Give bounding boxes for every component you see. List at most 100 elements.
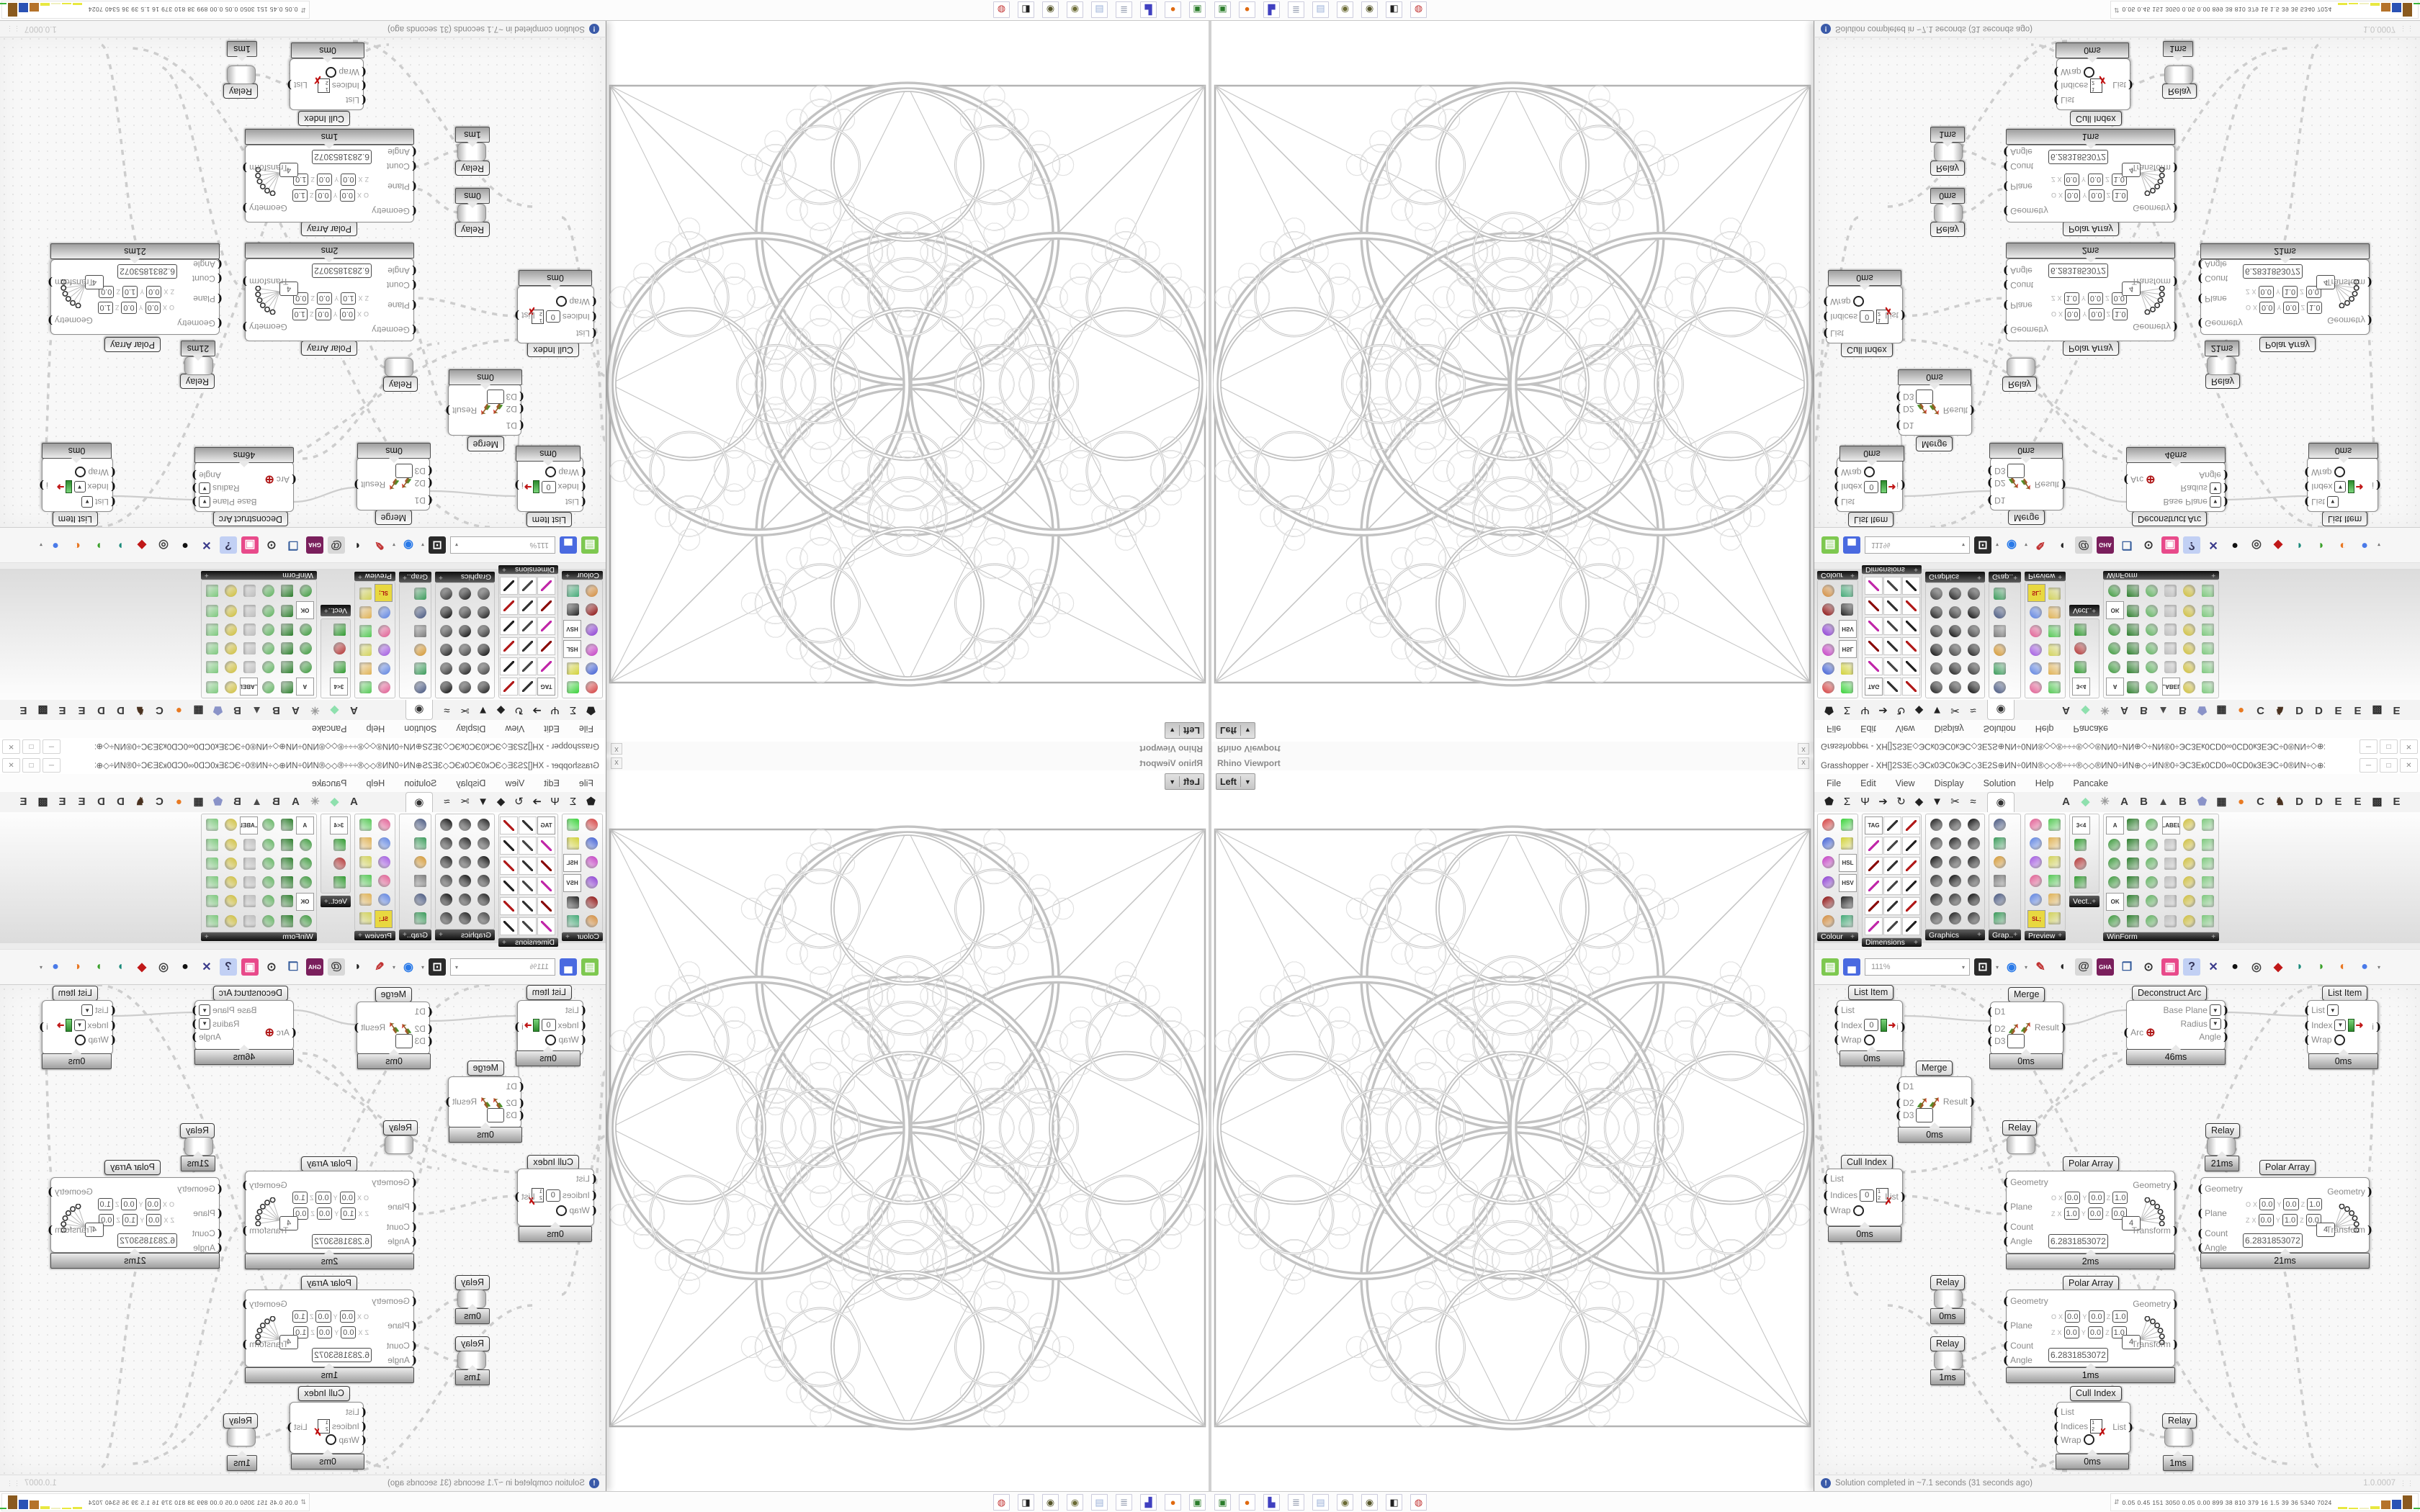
component-icon[interactable] bbox=[357, 891, 374, 908]
plane-value-box[interactable]: 0.0 bbox=[2063, 174, 2079, 186]
minimize-button[interactable]: ─ bbox=[42, 739, 60, 754]
node-label[interactable]: Cull Index bbox=[1841, 1155, 1893, 1170]
component-icon[interactable] bbox=[1820, 894, 1837, 911]
category-tab-icon-1[interactable]: Σ bbox=[569, 704, 577, 716]
node-label[interactable]: Deconstruct Arc bbox=[2132, 986, 2208, 1001]
input-port-list[interactable]: (List bbox=[576, 327, 597, 340]
component-icon[interactable] bbox=[537, 917, 555, 935]
port-dropdown-icon[interactable]: ▼ bbox=[2326, 496, 2339, 508]
component-icon[interactable] bbox=[223, 837, 239, 853]
node-label[interactable]: Relay bbox=[2162, 84, 2197, 99]
component-icon[interactable] bbox=[1928, 604, 1945, 621]
component-icon[interactable] bbox=[475, 642, 492, 658]
component-icon[interactable] bbox=[2125, 640, 2141, 657]
component-icon[interactable] bbox=[1865, 637, 1883, 655]
component-icon[interactable] bbox=[565, 679, 581, 696]
component-icon[interactable] bbox=[2200, 893, 2216, 909]
menu-item-view[interactable]: View bbox=[1895, 724, 1915, 734]
menu-item-help[interactable]: Help bbox=[366, 778, 385, 788]
wrap-toggle-icon[interactable] bbox=[1852, 1205, 1864, 1216]
component-icon[interactable]: SL; bbox=[374, 584, 393, 602]
gem-icon[interactable]: ◆ bbox=[137, 539, 147, 551]
node-label[interactable]: Polar Array bbox=[2063, 221, 2119, 236]
component-icon[interactable] bbox=[1902, 678, 1920, 696]
component-icon[interactable] bbox=[519, 897, 537, 915]
component-icon[interactable]: A bbox=[2106, 678, 2125, 696]
plane-value-box[interactable]: 0.0 bbox=[2087, 1207, 2104, 1220]
component-icon[interactable] bbox=[297, 913, 314, 930]
component-icon[interactable] bbox=[2162, 893, 2179, 909]
angle-value-box[interactable]: 6.2831853072 bbox=[2048, 1234, 2108, 1248]
component-icon[interactable] bbox=[1947, 891, 1963, 908]
checker-icon[interactable]: ◧ bbox=[1018, 1, 1034, 18]
node-label[interactable]: Merge bbox=[375, 987, 412, 1002]
component-icon[interactable] bbox=[1839, 679, 1855, 696]
plane-value-box[interactable]: 0.0 bbox=[2258, 286, 2274, 298]
chevron-down-icon[interactable]: ▾ bbox=[455, 963, 459, 971]
gh-canvas[interactable]: List Item(List(Index 0 ➜(Wrap i) 0ms Merge(D1… bbox=[0, 37, 605, 527]
output-port-result[interactable]: Result) bbox=[1943, 1095, 1975, 1108]
output-port-i[interactable]: i) bbox=[1896, 479, 1906, 492]
firefox-icon[interactable]: ● bbox=[1239, 1494, 1255, 1511]
category-tab-icon-2[interactable]: Ψ bbox=[550, 704, 560, 716]
category-tab-icon-5[interactable]: ◆ bbox=[1914, 704, 1924, 716]
node-cull-index[interactable]: (List(Indices 1 2 ✗(Wrap List) bbox=[287, 58, 367, 110]
input-port-list[interactable]: (List ▼ bbox=[2304, 1004, 2339, 1017]
port-value-box[interactable]: 0 bbox=[1860, 310, 1875, 323]
notepad-icon[interactable]: ▤ bbox=[1091, 1494, 1108, 1511]
lens-ring-icon[interactable]: ◎ bbox=[2251, 961, 2262, 973]
component-icon[interactable] bbox=[357, 642, 374, 658]
palette-label[interactable]: Preview + bbox=[354, 931, 395, 940]
node-label[interactable]: Cull Index bbox=[527, 342, 579, 357]
component-icon[interactable] bbox=[475, 835, 492, 852]
half-orange-icon[interactable]: ◐ bbox=[73, 960, 81, 973]
input-port-wrap[interactable]: (Wrap bbox=[2304, 1033, 2345, 1046]
category-tab-plugin-1[interactable]: ◆ bbox=[330, 704, 339, 716]
component-icon[interactable] bbox=[583, 582, 600, 599]
component-icon[interactable]: SL; bbox=[2027, 910, 2046, 928]
output-port-geometry[interactable]: Geometry) bbox=[242, 1179, 287, 1192]
category-tab-icon-1[interactable]: Σ bbox=[1843, 796, 1851, 808]
palette-label[interactable]: WinForm + bbox=[200, 571, 317, 580]
category-tab-plugin-1[interactable]: ◆ bbox=[2081, 704, 2090, 716]
node-label[interactable]: Cull Index bbox=[2070, 1386, 2122, 1401]
component-icon[interactable] bbox=[457, 623, 473, 639]
component-icon[interactable] bbox=[2200, 855, 2216, 872]
node-label[interactable]: Relay bbox=[180, 374, 215, 389]
palette-label[interactable]: Graphics + bbox=[435, 930, 495, 940]
input-port-d3[interactable]: (D3 bbox=[395, 1034, 433, 1048]
component-icon[interactable] bbox=[2162, 582, 2179, 599]
pin-green-icon[interactable]: ◗ bbox=[95, 960, 102, 973]
component-icon[interactable]: HSV bbox=[563, 620, 581, 638]
save-icon[interactable]: ▄ bbox=[1843, 536, 1860, 554]
component-icon[interactable] bbox=[412, 585, 429, 602]
component-icon[interactable] bbox=[2046, 604, 2063, 621]
wire-display-icon[interactable]: ✕ bbox=[202, 539, 212, 551]
component-icon[interactable] bbox=[1883, 897, 1901, 915]
component-icon[interactable] bbox=[475, 679, 492, 696]
input-port-count[interactable]: (Count bbox=[387, 1339, 417, 1352]
component-icon[interactable] bbox=[1839, 601, 1855, 618]
palette-label[interactable]: Preview + bbox=[2025, 931, 2066, 940]
component-icon[interactable] bbox=[1966, 854, 1982, 870]
firefox-icon[interactable]: ● bbox=[1165, 1, 1181, 18]
plane-value-box[interactable]: 0.0 bbox=[339, 308, 355, 320]
badge-red-icon[interactable]: ◍ bbox=[993, 1, 1010, 18]
node-label[interactable]: Polar Array bbox=[301, 221, 357, 236]
input-port-plane[interactable]: (Plane bbox=[193, 292, 223, 305]
component-icon[interactable] bbox=[1966, 623, 1982, 639]
category-tab-plugin-4[interactable]: B bbox=[2140, 796, 2148, 808]
plane-value-box[interactable]: 1.0 bbox=[2063, 1207, 2079, 1220]
balloon-icon[interactable]: ? bbox=[219, 536, 237, 554]
input-port-count[interactable]: (Count bbox=[2003, 1339, 2033, 1352]
component-icon[interactable] bbox=[223, 659, 239, 675]
input-port-list[interactable]: (List ▼ bbox=[81, 1004, 116, 1017]
component-icon[interactable] bbox=[519, 678, 537, 696]
category-tab-plugin-11[interactable]: ♞ bbox=[2275, 704, 2285, 716]
chevron-down-icon[interactable]: ▾ bbox=[392, 963, 395, 971]
input-port-list[interactable]: (List bbox=[2053, 94, 2074, 107]
input-port-angle[interactable]: (Angle bbox=[2003, 1354, 2033, 1367]
plane-value-box[interactable]: 0.0 bbox=[339, 189, 355, 202]
component-icon[interactable] bbox=[438, 891, 454, 908]
input-port-d3[interactable]: (D3 bbox=[1987, 464, 2025, 478]
